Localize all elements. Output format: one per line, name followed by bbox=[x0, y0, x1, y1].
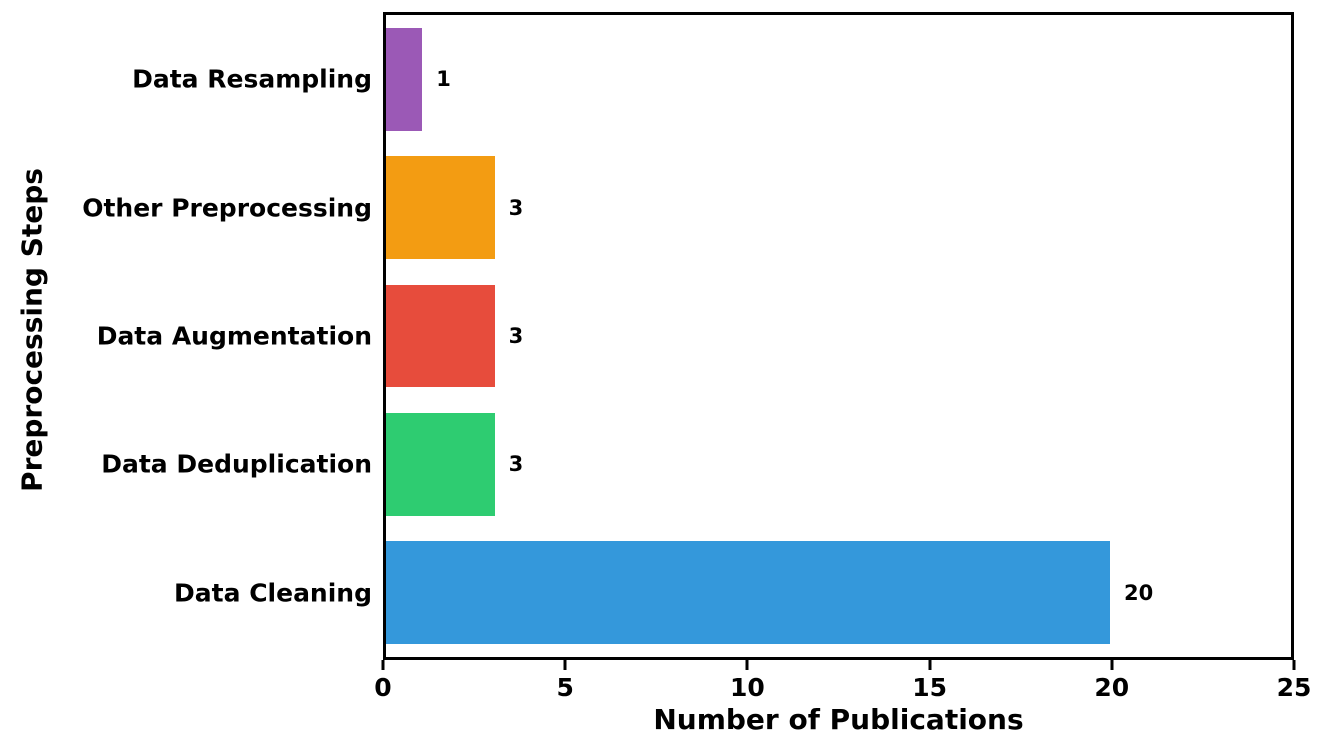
x-tick-mark bbox=[1292, 660, 1296, 670]
category-label: Data Cleaning bbox=[174, 578, 372, 608]
bar-row: Other Preprocessing 3 bbox=[82, 143, 1291, 271]
x-axis-title: Number of Publications bbox=[653, 703, 1024, 736]
bar bbox=[386, 541, 1110, 645]
x-tick-label: 10 bbox=[729, 673, 765, 702]
x-tick-mark bbox=[1110, 660, 1114, 670]
x-tick-label: 20 bbox=[1094, 673, 1130, 702]
bar-row: Data Resampling 1 bbox=[132, 15, 1291, 143]
bar-row: Data Deduplication 3 bbox=[101, 400, 1291, 528]
x-tick-mark bbox=[563, 660, 567, 670]
bar-row: Data Augmentation 3 bbox=[97, 272, 1291, 400]
category-label: Other Preprocessing bbox=[82, 193, 372, 223]
bar-value-label: 3 bbox=[508, 195, 524, 220]
category-label: Data Resampling bbox=[132, 64, 372, 94]
bar-value-label: 3 bbox=[508, 452, 524, 477]
bar-row: Data Cleaning 20 bbox=[174, 529, 1291, 657]
bar bbox=[386, 27, 423, 131]
bar-value-label: 3 bbox=[508, 323, 524, 348]
x-tick-mark bbox=[928, 660, 932, 670]
x-axis-ticks: 0 5 10 15 20 25 bbox=[374, 660, 1311, 706]
bar-value-label: 20 bbox=[1124, 580, 1154, 605]
x-tick-label: 0 bbox=[374, 673, 392, 702]
x-tick-label: 15 bbox=[912, 673, 947, 702]
x-tick-mark bbox=[745, 660, 749, 670]
bar-value-label: 1 bbox=[436, 67, 451, 92]
bar bbox=[386, 156, 495, 259]
x-tick-label: 25 bbox=[1276, 673, 1312, 702]
x-tick-mark bbox=[381, 660, 385, 670]
category-label: Data Augmentation bbox=[96, 321, 372, 351]
category-label: Data Deduplication bbox=[101, 449, 372, 479]
plot-area: Data Resampling 1 Other Preprocessing 3 Data… bbox=[82, 12, 1294, 660]
bar bbox=[386, 284, 495, 388]
y-axis-title: Preprocessing Steps bbox=[15, 168, 49, 492]
bar bbox=[386, 413, 495, 516]
x-tick-label: 5 bbox=[556, 673, 574, 702]
